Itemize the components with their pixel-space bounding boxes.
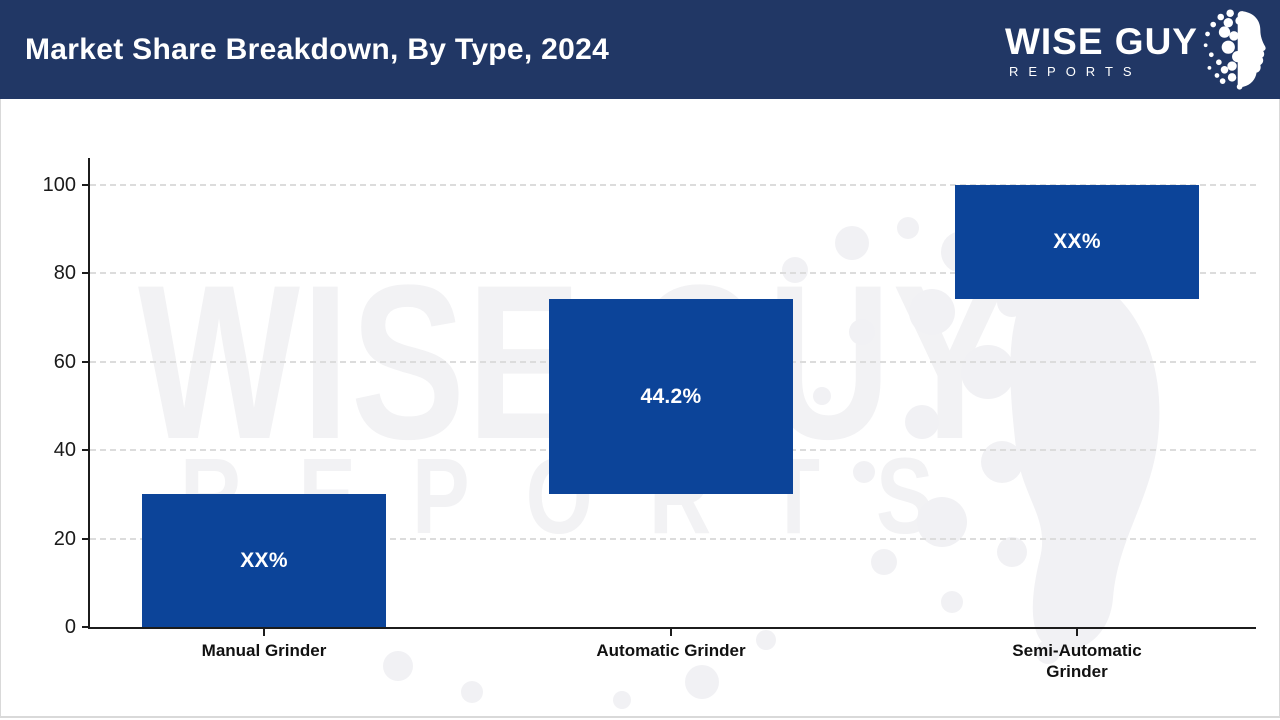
y-axis-tick [82,626,90,628]
gridline [90,184,1256,186]
x-axis-tick [1076,629,1078,636]
x-axis-category-label: Semi-Automatic Grinder [1012,641,1142,681]
face-profile-icon [1203,9,1266,90]
x-axis-category-label: Automatic Grinder [596,641,746,660]
x-axis-line [88,627,1256,629]
logo-text: WISE GUY REPORTS [1005,23,1198,78]
gridline [90,272,1256,275]
y-axis-tick-label: 0 [64,616,76,638]
y-axis-tick-label: 60 [53,350,76,373]
y-axis-line [88,158,90,629]
bar-segment: XX% [955,185,1199,300]
y-axis-tick [82,449,90,452]
gridline [90,537,1256,540]
bar-value-label: XX% [240,548,288,572]
y-axis-tick [82,184,90,186]
y-axis-tick-label: 100 [42,174,76,196]
y-axis-tick-label: 80 [53,262,76,285]
y-axis-tick [82,272,90,275]
bar-segment: 44.2% [549,299,793,495]
bar-segment: XX% [142,494,386,627]
page-title: Market Share Breakdown, By Type, 2024 [25,32,610,66]
y-axis-tick-label: 40 [53,439,76,462]
x-axis-category-label: Manual Grinder [201,641,327,660]
logo-wordmark: WISE GUY [1004,20,1198,62]
y-axis-tick [82,360,90,363]
wise-guy-logo: WISE GUY REPORTS [1005,6,1266,94]
y-axis-tick-label: 20 [53,527,76,550]
x-axis-tick [670,629,672,636]
y-axis-tick [82,537,90,540]
x-axis-tick [263,629,265,636]
header: Market Share Breakdown, By Type, 2024 WI… [0,0,1280,99]
bar-value-label: XX% [1053,230,1101,254]
bar-value-label: 44.2% [640,384,702,408]
logo-reports: REPORTS [1008,63,1142,79]
